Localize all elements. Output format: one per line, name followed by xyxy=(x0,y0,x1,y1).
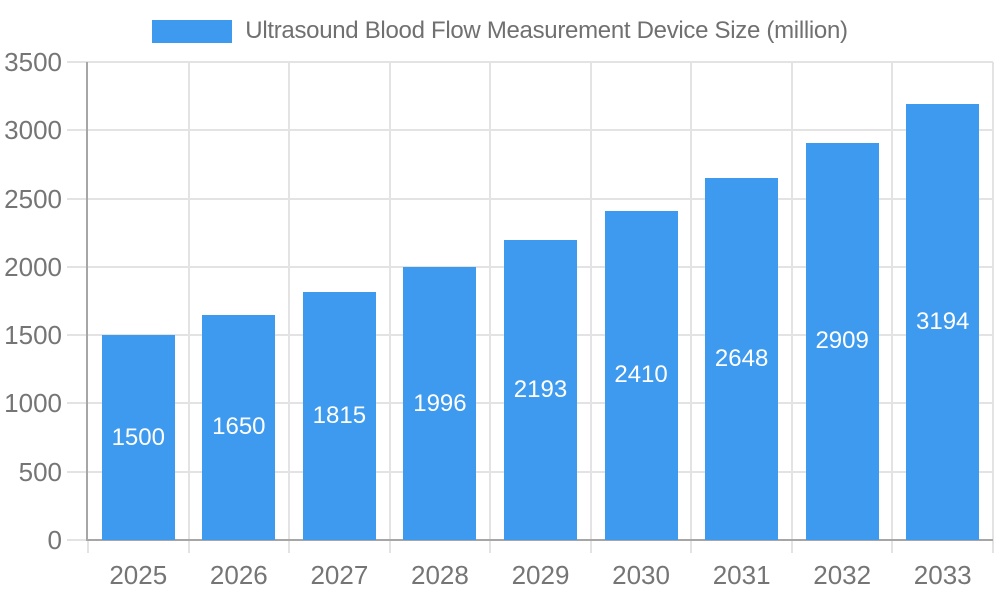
bar-value-label: 1500 xyxy=(111,423,165,451)
x-tick-label: 2026 xyxy=(209,560,268,590)
bar-2026[interactable]: 1650 xyxy=(202,314,276,540)
x-tick-label: 2028 xyxy=(411,560,469,590)
bar-value-label: 2410 xyxy=(614,361,668,389)
bar-2029[interactable]: 2193 xyxy=(504,240,577,540)
x-gridline xyxy=(690,62,693,553)
y-tick-label: 2000 xyxy=(4,251,62,282)
y-gridline xyxy=(67,129,993,132)
x-gridline xyxy=(790,62,793,553)
y-tick-label: 3000 xyxy=(4,115,62,146)
y-gridline xyxy=(67,197,993,200)
x-gridline xyxy=(489,62,492,553)
bar-2027[interactable]: 1815 xyxy=(302,292,376,540)
x-tick-label: 2030 xyxy=(612,560,670,590)
legend-label: Ultrasound Blood Flow Measurement Device… xyxy=(245,17,848,44)
x-tick-label: 2029 xyxy=(511,560,570,590)
y-axis-line xyxy=(86,62,88,540)
bar-value-label: 2193 xyxy=(513,376,568,404)
x-tick-label: 2025 xyxy=(109,560,168,590)
x-gridline xyxy=(992,62,994,553)
y-tick-label: 3500 xyxy=(4,47,62,77)
bar-value-label: 2648 xyxy=(714,345,769,373)
bar-2033[interactable]: 3194 xyxy=(906,103,980,540)
x-gridline xyxy=(891,62,894,553)
y-tick-label: 1500 xyxy=(4,320,62,351)
y-tick-label: 2500 xyxy=(4,183,62,214)
legend[interactable]: Ultrasound Blood Flow Measurement Device… xyxy=(0,17,1000,45)
y-gridline xyxy=(67,61,993,63)
x-tick-label: 2033 xyxy=(913,560,972,590)
x-tick-label: 2032 xyxy=(813,560,872,590)
bar-value-label: 1650 xyxy=(212,413,266,441)
y-tick-label: 1000 xyxy=(4,388,62,419)
x-axis-tick xyxy=(87,540,89,553)
bar-2025[interactable]: 1500 xyxy=(101,335,175,540)
y-tick-label: 500 xyxy=(18,456,62,487)
x-gridline xyxy=(187,62,190,553)
x-gridline xyxy=(589,62,592,553)
x-axis-line xyxy=(86,539,993,541)
bar-2030[interactable]: 2410 xyxy=(604,210,678,540)
bar-2031[interactable]: 2648 xyxy=(705,178,779,540)
bar-value-label: 3194 xyxy=(916,307,970,335)
x-tick-label: 2027 xyxy=(310,560,369,590)
legend-swatch xyxy=(152,19,233,43)
bar-value-label: 1996 xyxy=(413,389,467,417)
x-gridline xyxy=(388,62,391,553)
y-tick-label: 0 xyxy=(47,525,62,555)
x-tick-label: 2031 xyxy=(712,560,771,590)
bar-2032[interactable]: 2909 xyxy=(805,142,879,540)
bar-2028[interactable]: 1996 xyxy=(403,267,477,540)
bar-value-label: 2909 xyxy=(815,327,869,355)
bar-value-label: 1815 xyxy=(312,402,367,430)
x-gridline xyxy=(288,62,291,553)
